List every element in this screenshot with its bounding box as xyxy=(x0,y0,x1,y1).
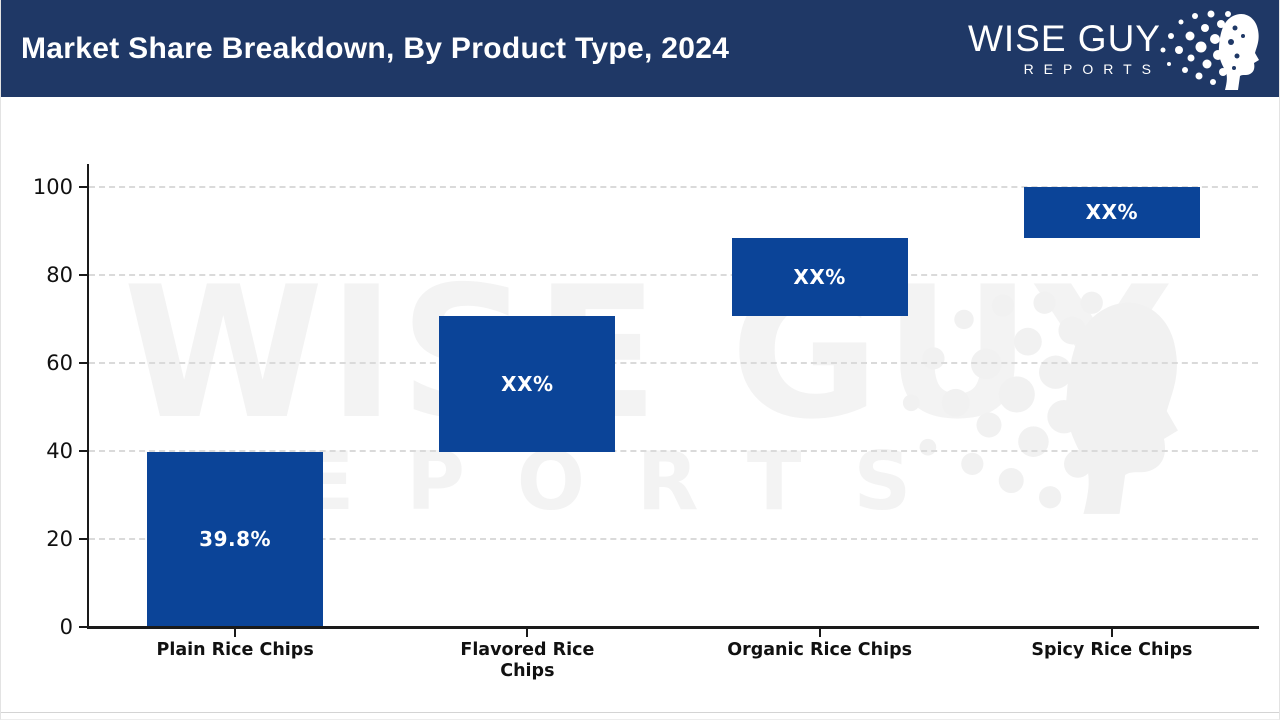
logo-subtitle: REPORTS xyxy=(1023,61,1161,77)
y-axis-line xyxy=(87,164,89,628)
header: Market Share Breakdown, By Product Type,… xyxy=(1,0,1279,97)
gridline-80 xyxy=(89,274,1258,276)
bottom-divider xyxy=(1,712,1279,713)
logo-head-icon xyxy=(1160,10,1259,90)
x-tick-organic-rice-chips xyxy=(818,629,821,637)
x-tick-label-plain-rice-chips: Plain Rice Chips xyxy=(156,640,314,660)
gridline-100 xyxy=(89,186,1258,188)
y-tick-60 xyxy=(79,362,88,364)
y-tick-100 xyxy=(79,186,88,188)
bar-spicy-rice-chips: XX% xyxy=(1023,187,1200,238)
bar-plain-rice-chips: 39.8% xyxy=(147,451,324,627)
gridline-60 xyxy=(89,362,1258,364)
y-tick-40 xyxy=(79,450,88,452)
x-axis-line xyxy=(87,626,1259,629)
y-tick-80 xyxy=(79,274,88,276)
y-tick-label-20: 20 xyxy=(46,527,73,551)
y-tick-label-40: 40 xyxy=(46,439,73,463)
bar-label-organic-rice-chips: XX% xyxy=(793,264,846,289)
bar-flavored-rice-chips: XX% xyxy=(439,316,616,452)
x-tick-label-spicy-rice-chips: Spicy Rice Chips xyxy=(1031,640,1193,660)
gridline-20 xyxy=(89,538,1258,540)
y-tick-0 xyxy=(79,626,88,628)
y-tick-label-100: 100 xyxy=(32,175,73,199)
wiseguy-logo: WISE GUY REPORTS xyxy=(968,6,1263,92)
x-tick-spicy-rice-chips xyxy=(1110,629,1113,637)
bar-label-flavored-rice-chips: XX% xyxy=(501,372,554,397)
logo-text: WISE GUY REPORTS xyxy=(968,20,1161,77)
x-tick-plain-rice-chips xyxy=(234,629,237,637)
bar-label-plain-rice-chips: 39.8% xyxy=(199,527,272,552)
x-tick-label-organic-rice-chips: Organic Rice Chips xyxy=(727,640,913,660)
y-tick-20 xyxy=(79,538,88,540)
logo-wordmark: WISE GUY xyxy=(967,18,1161,59)
bar-label-spicy-rice-chips: XX% xyxy=(1085,200,1139,225)
page-title: Market Share Breakdown, By Product Type,… xyxy=(21,31,730,65)
x-tick-flavored-rice-chips xyxy=(526,629,529,637)
bar-organic-rice-chips: XX% xyxy=(731,237,908,317)
x-tick-label-flavored-rice-chips: Flavored Rice Chips xyxy=(460,640,595,681)
y-tick-label-60: 60 xyxy=(46,351,73,375)
y-tick-label-80: 80 xyxy=(46,263,73,287)
gridline-40 xyxy=(89,450,1258,452)
y-tick-label-0: 0 xyxy=(59,615,73,639)
